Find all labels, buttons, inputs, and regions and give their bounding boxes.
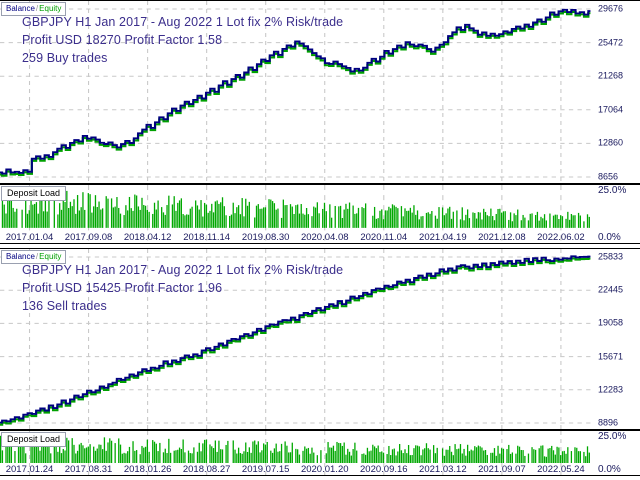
sell-equity-chart-panel: Balance/Equity GBPJPY H1 Jan 2017 - Aug … <box>0 248 640 430</box>
buy-report: Balance/Equity GBPJPY H1 Jan 2017 - Aug … <box>0 0 640 244</box>
sell-deposit-load-title: Deposit Load <box>1 432 67 447</box>
buy-annotation-line-3: 259 Buy trades <box>22 51 108 65</box>
legend-equity-label: Equity <box>39 4 62 13</box>
buy-annotation-line-1: GBPJPY H1 Jan 2017 - Aug 2022 1 Lot fix … <box>22 15 344 29</box>
legend-balance-label: Balance <box>6 4 35 13</box>
report-divider <box>0 244 640 248</box>
buy-equity-plot <box>0 1 640 183</box>
sell-annotation-line-2: Profit USD 15425 Profit Factor 1.96 <box>22 281 223 295</box>
legend-separator: / <box>35 4 39 13</box>
sell-annotation-line-3: 136 Sell trades <box>22 299 107 313</box>
buy-annotation-line-2: Profit USD 18270 Profit Factor 1.58 <box>22 33 223 47</box>
sell-deposit-load-plot <box>0 431 640 475</box>
buy-equity-svg <box>0 1 591 183</box>
sell-equity-plot <box>0 249 640 429</box>
sell-report: Balance/Equity GBPJPY H1 Jan 2017 - Aug … <box>0 248 640 476</box>
buy-equity-chart-panel: Balance/Equity GBPJPY H1 Jan 2017 - Aug … <box>0 0 640 184</box>
buy-deposit-load-panel: Deposit Load 25.0% 0.0% 2017.01.04 2017.0… <box>0 184 640 244</box>
sell-chart-legend: Balance/Equity <box>1 250 67 264</box>
buy-deposit-load-title: Deposit Load <box>1 186 67 201</box>
sell-deposit-load-svg <box>0 431 590 475</box>
legend-balance-label: Balance <box>6 252 35 261</box>
buy-chart-legend: Balance/Equity <box>1 2 67 16</box>
buy-chart-annotation: GBPJPY H1 Jan 2017 - Aug 2022 1 Lot fix … <box>22 13 343 67</box>
legend-separator: / <box>35 252 39 261</box>
legend-equity-label: Equity <box>39 252 62 261</box>
sell-annotation-line-1: GBPJPY H1 Jan 2017 - Aug 2022 1 Lot fix … <box>22 263 344 277</box>
buy-deposit-load-plot <box>0 185 640 243</box>
buy-deposit-load-svg <box>1 185 590 243</box>
sell-chart-annotation: GBPJPY H1 Jan 2017 - Aug 2022 1 Lot fix … <box>22 261 343 315</box>
sell-equity-svg <box>0 249 591 429</box>
sell-deposit-load-panel: Deposit Load 25.0% 0.0% 2017.01.24 2017.0… <box>0 430 640 476</box>
